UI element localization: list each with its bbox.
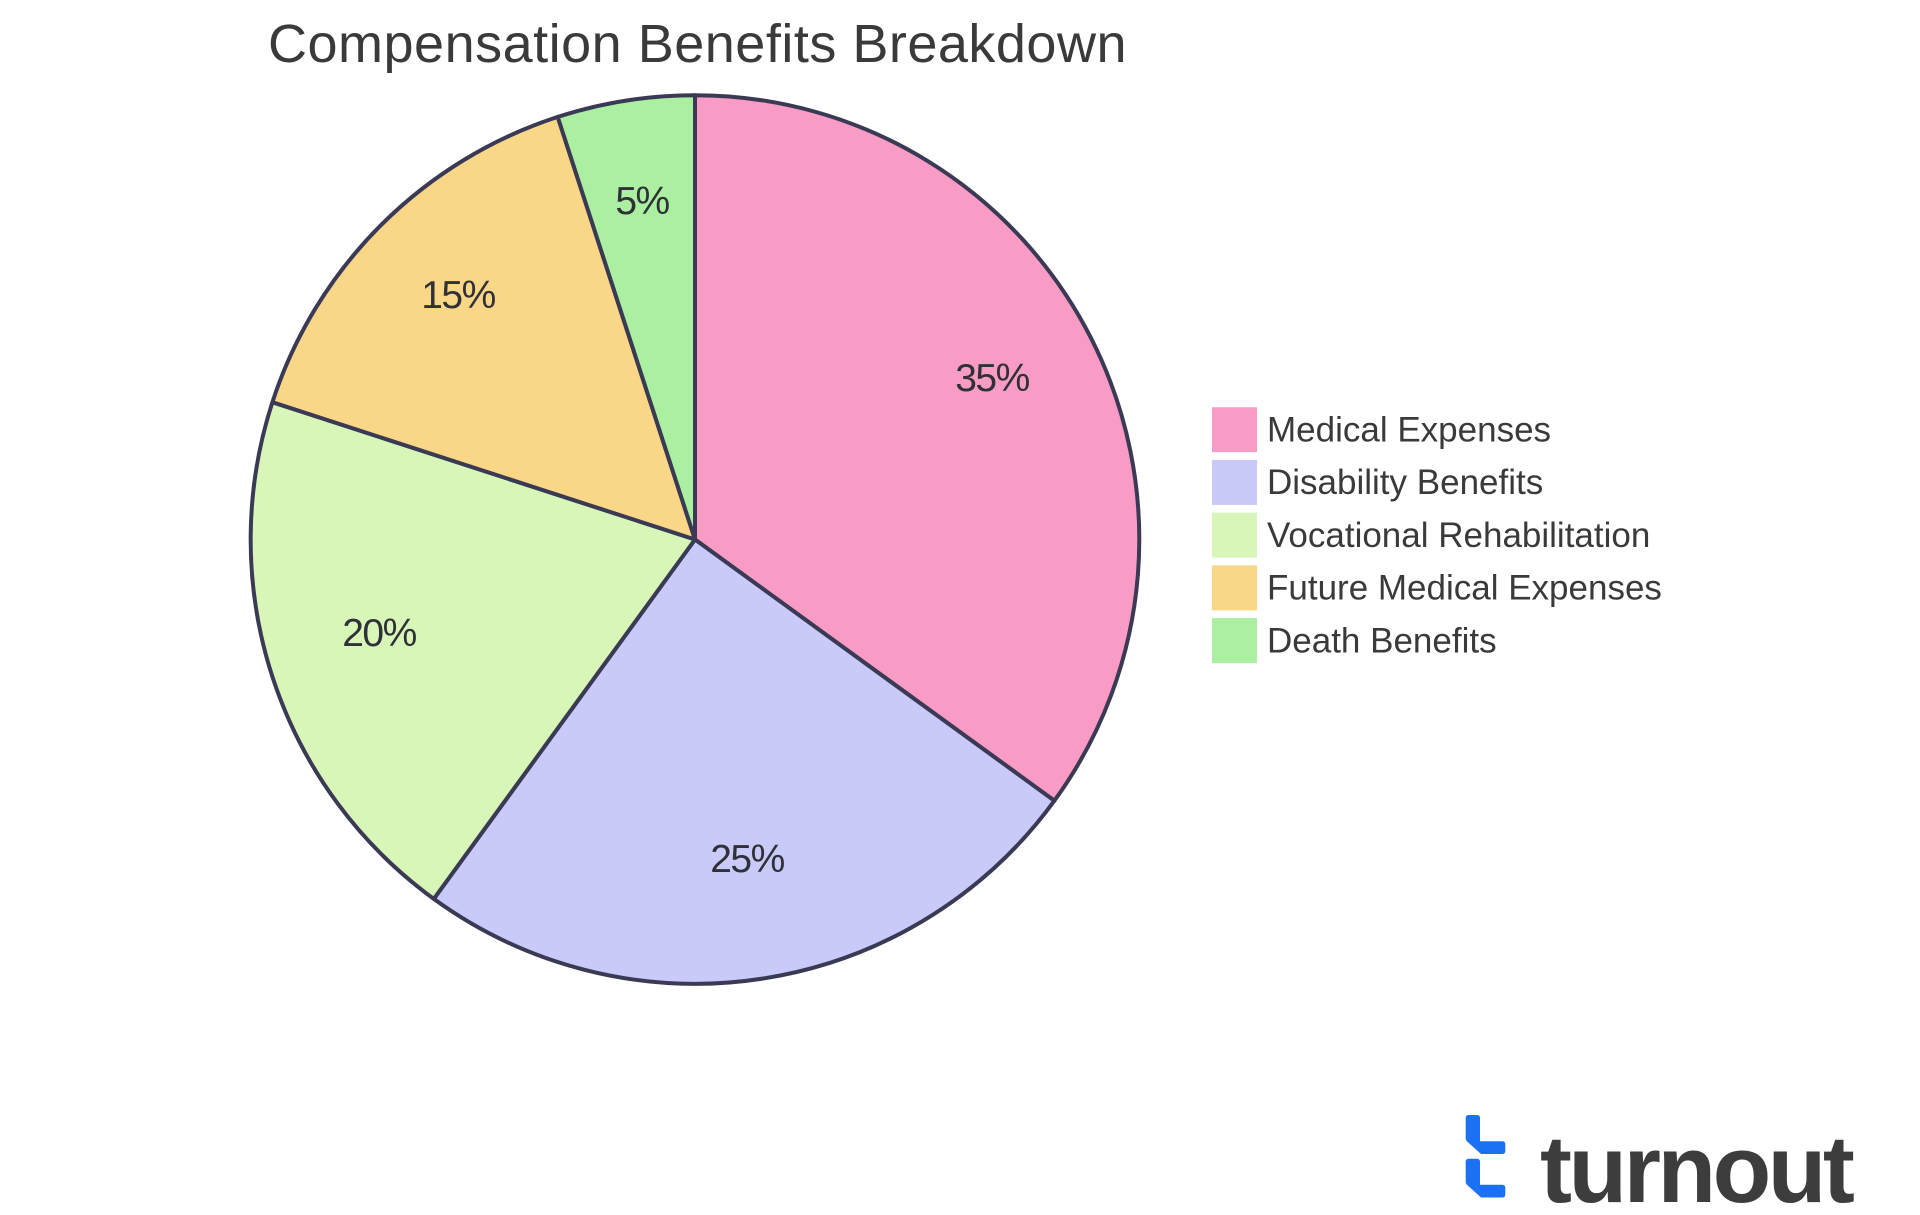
svg-text:15%: 15% <box>421 274 495 317</box>
svg-text:5%: 5% <box>615 180 669 223</box>
svg-text:25%: 25% <box>710 838 784 881</box>
svg-text:turnout: turnout <box>1540 1116 1854 1215</box>
svg-text:Death Benefits: Death Benefits <box>1267 621 1497 660</box>
svg-text:Disability Benefits: Disability Benefits <box>1267 463 1543 502</box>
svg-text:Vocational Rehabilitation: Vocational Rehabilitation <box>1267 516 1650 555</box>
svg-text:Future Medical Expenses: Future Medical Expenses <box>1267 569 1662 608</box>
svg-text:35%: 35% <box>955 357 1029 400</box>
svg-text:Medical Expenses: Medical Expenses <box>1267 411 1551 450</box>
svg-text:Compensation Benefits Breakdow: Compensation Benefits Breakdown <box>268 14 1127 74</box>
svg-text:20%: 20% <box>342 612 416 655</box>
